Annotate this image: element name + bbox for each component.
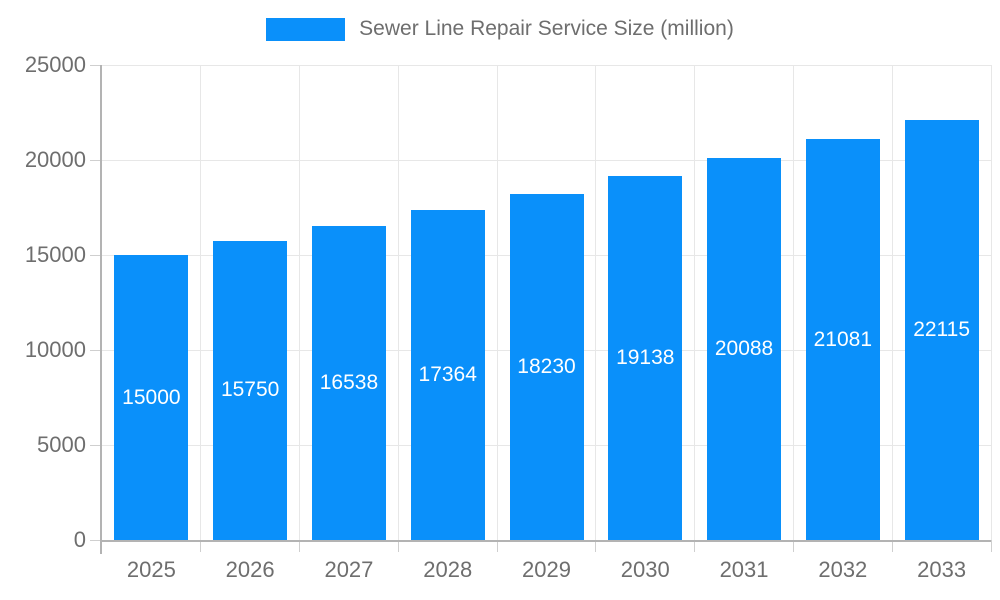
grid-line-h xyxy=(102,64,991,66)
x-tick-mark xyxy=(694,540,696,552)
bar-value-label: 15000 xyxy=(122,385,181,409)
y-tick-mark xyxy=(90,64,102,66)
y-axis-line xyxy=(100,65,102,554)
grid-line-v xyxy=(792,65,794,540)
y-tick-label: 20000 xyxy=(24,147,86,172)
bar-value-label: 17364 xyxy=(418,363,477,387)
bar-value-label: 19138 xyxy=(616,346,675,370)
y-tick-label: 15000 xyxy=(24,242,86,267)
x-tick-mark xyxy=(990,540,992,552)
bar[interactable] xyxy=(311,225,386,540)
y-tick-mark xyxy=(90,444,102,446)
bar-value-label: 21081 xyxy=(813,327,873,351)
y-tick-mark xyxy=(90,349,102,351)
bar[interactable] xyxy=(805,139,880,540)
x-tick-label: 2026 xyxy=(225,557,275,582)
grid-line-v xyxy=(891,65,893,540)
bar-value-label: 16538 xyxy=(319,370,379,394)
legend[interactable]: Sewer Line Repair Service Size (million) xyxy=(0,17,1000,41)
x-tick-label: 2029 xyxy=(522,557,571,582)
x-tick-mark xyxy=(200,540,202,552)
x-tick-label: 2031 xyxy=(719,557,769,582)
y-tick-mark xyxy=(90,539,102,541)
y-tick-label: 0 xyxy=(73,527,86,552)
x-tick-label: 2033 xyxy=(917,557,967,582)
y-tick-label: 5000 xyxy=(37,432,86,457)
bar-value-label: 22115 xyxy=(913,317,971,341)
bar[interactable] xyxy=(608,176,683,540)
grid-line-v xyxy=(200,65,202,540)
y-tick-label: 25000 xyxy=(24,52,86,77)
y-tick-label: 10000 xyxy=(24,337,86,362)
bar-value-label: 18230 xyxy=(517,354,576,378)
x-tick-label: 2028 xyxy=(423,557,473,582)
x-tick-label: 2027 xyxy=(324,557,374,582)
legend-label: Sewer Line Repair Service Size (million) xyxy=(359,17,734,40)
bar[interactable] xyxy=(904,119,979,540)
x-tick-label: 2032 xyxy=(818,557,868,582)
x-tick-mark xyxy=(397,540,399,552)
bar-value-label: 15750 xyxy=(220,378,280,402)
grid-line-v xyxy=(397,65,399,540)
grid-line-h xyxy=(102,159,991,161)
bar[interactable] xyxy=(213,240,288,540)
x-tick-mark xyxy=(496,540,498,552)
legend-swatch xyxy=(266,17,346,41)
y-tick-mark xyxy=(90,254,102,256)
grid-line-v xyxy=(694,65,696,540)
x-tick-label: 2025 xyxy=(126,557,176,582)
bar[interactable] xyxy=(410,210,485,540)
bar[interactable] xyxy=(114,255,189,540)
x-tick-mark xyxy=(891,540,893,552)
y-tick-mark xyxy=(90,159,102,161)
bar[interactable] xyxy=(509,193,584,540)
x-tick-mark xyxy=(792,540,794,552)
grid-line-v xyxy=(299,65,301,540)
x-tick-label: 2030 xyxy=(620,557,670,582)
bar[interactable] xyxy=(707,158,782,540)
grid-line-v xyxy=(990,65,992,540)
grid-line-v xyxy=(496,65,498,540)
bar-value-label: 20088 xyxy=(714,337,774,361)
x-tick-mark xyxy=(595,540,597,552)
grid-line-v xyxy=(595,65,597,540)
x-tick-mark xyxy=(299,540,301,552)
x-axis-line xyxy=(100,540,991,542)
